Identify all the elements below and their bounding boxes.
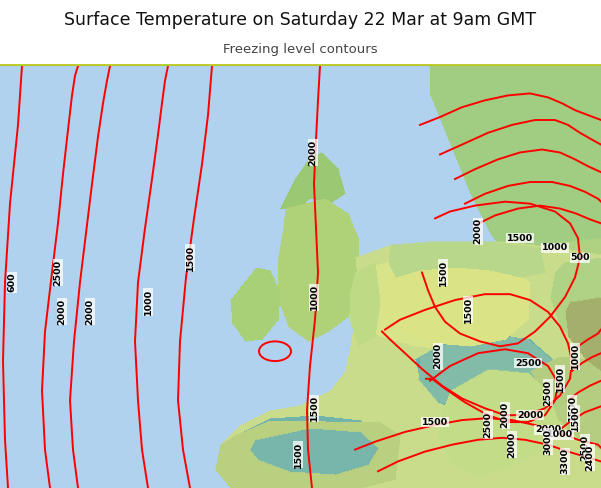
Text: 2500: 2500	[53, 260, 63, 285]
Text: Freezing level contours: Freezing level contours	[223, 43, 378, 56]
Text: 2000: 2000	[308, 140, 317, 165]
Text: 1500: 1500	[463, 297, 472, 323]
Text: 3300: 3300	[561, 448, 570, 474]
Text: 1500: 1500	[507, 234, 533, 243]
Text: 1500: 1500	[422, 418, 448, 427]
Text: 1500: 1500	[567, 395, 576, 421]
Text: 1000: 1000	[570, 343, 579, 369]
Text: 1500: 1500	[555, 366, 564, 392]
Text: 1000: 1000	[144, 289, 153, 315]
Text: 1500: 1500	[570, 405, 579, 431]
Text: 2000: 2000	[501, 402, 510, 428]
Text: 2500: 2500	[515, 359, 541, 367]
Text: 1500: 1500	[293, 442, 302, 468]
Text: 2000: 2000	[535, 426, 561, 434]
Text: 2400: 2400	[585, 445, 594, 470]
Text: 1500: 1500	[186, 244, 195, 271]
Text: Surface Temperature on Saturday 22 Mar at 9am GMT: Surface Temperature on Saturday 22 Mar a…	[64, 11, 537, 29]
Text: 1000: 1000	[542, 244, 568, 252]
Text: 1500: 1500	[310, 395, 319, 421]
Text: 1500: 1500	[439, 260, 448, 285]
Text: 1000: 1000	[547, 430, 573, 439]
Text: 2500: 2500	[483, 412, 492, 438]
Text: 500: 500	[570, 253, 590, 262]
Text: 2500: 2500	[543, 380, 552, 406]
Text: 2000: 2000	[507, 432, 516, 458]
Text: 2000: 2000	[85, 299, 94, 325]
Text: 3000: 3000	[543, 429, 552, 455]
Text: 2500: 2500	[581, 435, 590, 461]
Text: 2000: 2000	[517, 411, 543, 420]
Text: 1000: 1000	[310, 284, 319, 310]
Text: 2000: 2000	[58, 299, 67, 325]
Text: 2000: 2000	[433, 343, 442, 369]
Text: 600: 600	[7, 272, 16, 292]
Text: 2000: 2000	[474, 218, 483, 244]
